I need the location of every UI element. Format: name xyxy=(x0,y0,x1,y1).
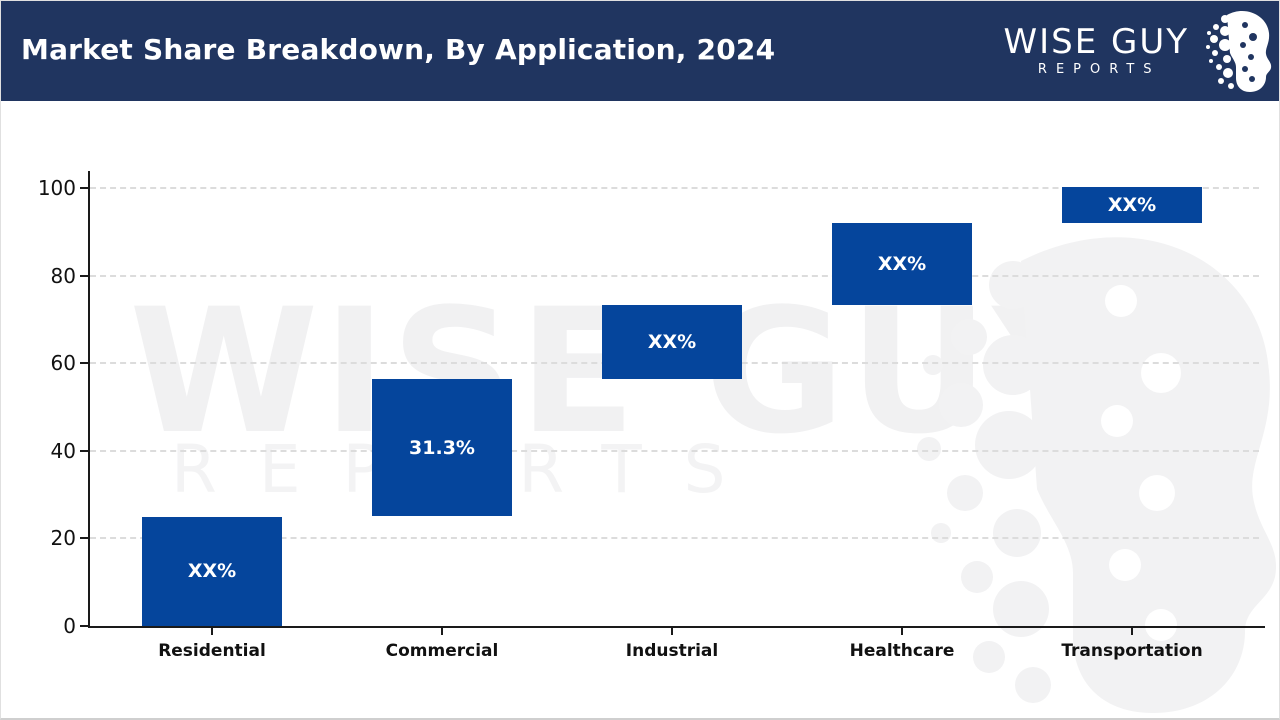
bar-value-label-commercial: 31.3% xyxy=(409,436,475,459)
gridline-20 xyxy=(90,537,1259,540)
y-tick-label-60: 60 xyxy=(50,351,76,376)
bar-residential: XX% xyxy=(142,516,282,626)
y-tick-mark-20 xyxy=(80,537,88,540)
x-category-label-industrial: Industrial xyxy=(625,641,719,661)
y-axis-line xyxy=(88,171,90,628)
x-category-label-commercial: Commercial xyxy=(385,641,499,661)
gridline-80 xyxy=(90,274,1259,277)
logo-wiseguy-text: WISE GUY xyxy=(1003,21,1189,62)
wiseguy-logo: WISE GUY REPORTS xyxy=(1003,5,1275,97)
y-tick-label-80: 80 xyxy=(50,263,76,288)
bar-value-label-healthcare: XX% xyxy=(877,252,927,275)
logo-head-icon xyxy=(1206,11,1272,93)
y-tick-label-100: 100 xyxy=(37,176,76,200)
bar-value-label-industrial: XX% xyxy=(647,331,697,354)
y-tick-label-40: 40 xyxy=(50,438,76,463)
x-category-label-transportation: Transportation xyxy=(1061,641,1203,661)
x-axis-line xyxy=(88,626,1265,628)
x-tick-mark-transportation xyxy=(1131,628,1133,635)
logo-reports-text: REPORTS xyxy=(1037,62,1161,78)
bar-healthcare: XX% xyxy=(832,223,972,305)
y-tick-mark-40 xyxy=(80,449,88,452)
header-bar: Market Share Breakdown, By Application, … xyxy=(1,1,1279,101)
bar-value-label-residential: XX% xyxy=(187,560,237,583)
y-tick-label-0: 0 xyxy=(63,614,76,638)
bar-value-label-transportation: XX% xyxy=(1107,193,1157,216)
x-tick-mark-residential xyxy=(211,628,213,635)
y-tick-mark-60 xyxy=(80,362,88,365)
logo-text: WISE GUY REPORTS xyxy=(1003,21,1189,78)
y-tick-mark-100 xyxy=(80,187,88,189)
bar-transportation: XX% xyxy=(1062,186,1202,224)
y-tick-mark-0 xyxy=(80,625,88,627)
x-tick-mark-industrial xyxy=(671,628,673,635)
bar-industrial: XX% xyxy=(602,304,742,380)
x-tick-mark-commercial xyxy=(441,628,443,635)
y-tick-label-20: 20 xyxy=(50,526,76,551)
chart-title: Market Share Breakdown, By Application, … xyxy=(21,33,776,67)
x-tick-mark-healthcare xyxy=(901,628,903,635)
bar-commercial: 31.3% xyxy=(372,379,512,517)
gridline-40 xyxy=(90,449,1259,452)
gridline-100 xyxy=(90,187,1259,189)
y-tick-mark-80 xyxy=(80,274,88,277)
x-category-label-residential: Residential xyxy=(158,641,266,661)
x-category-label-healthcare: Healthcare xyxy=(849,641,955,661)
